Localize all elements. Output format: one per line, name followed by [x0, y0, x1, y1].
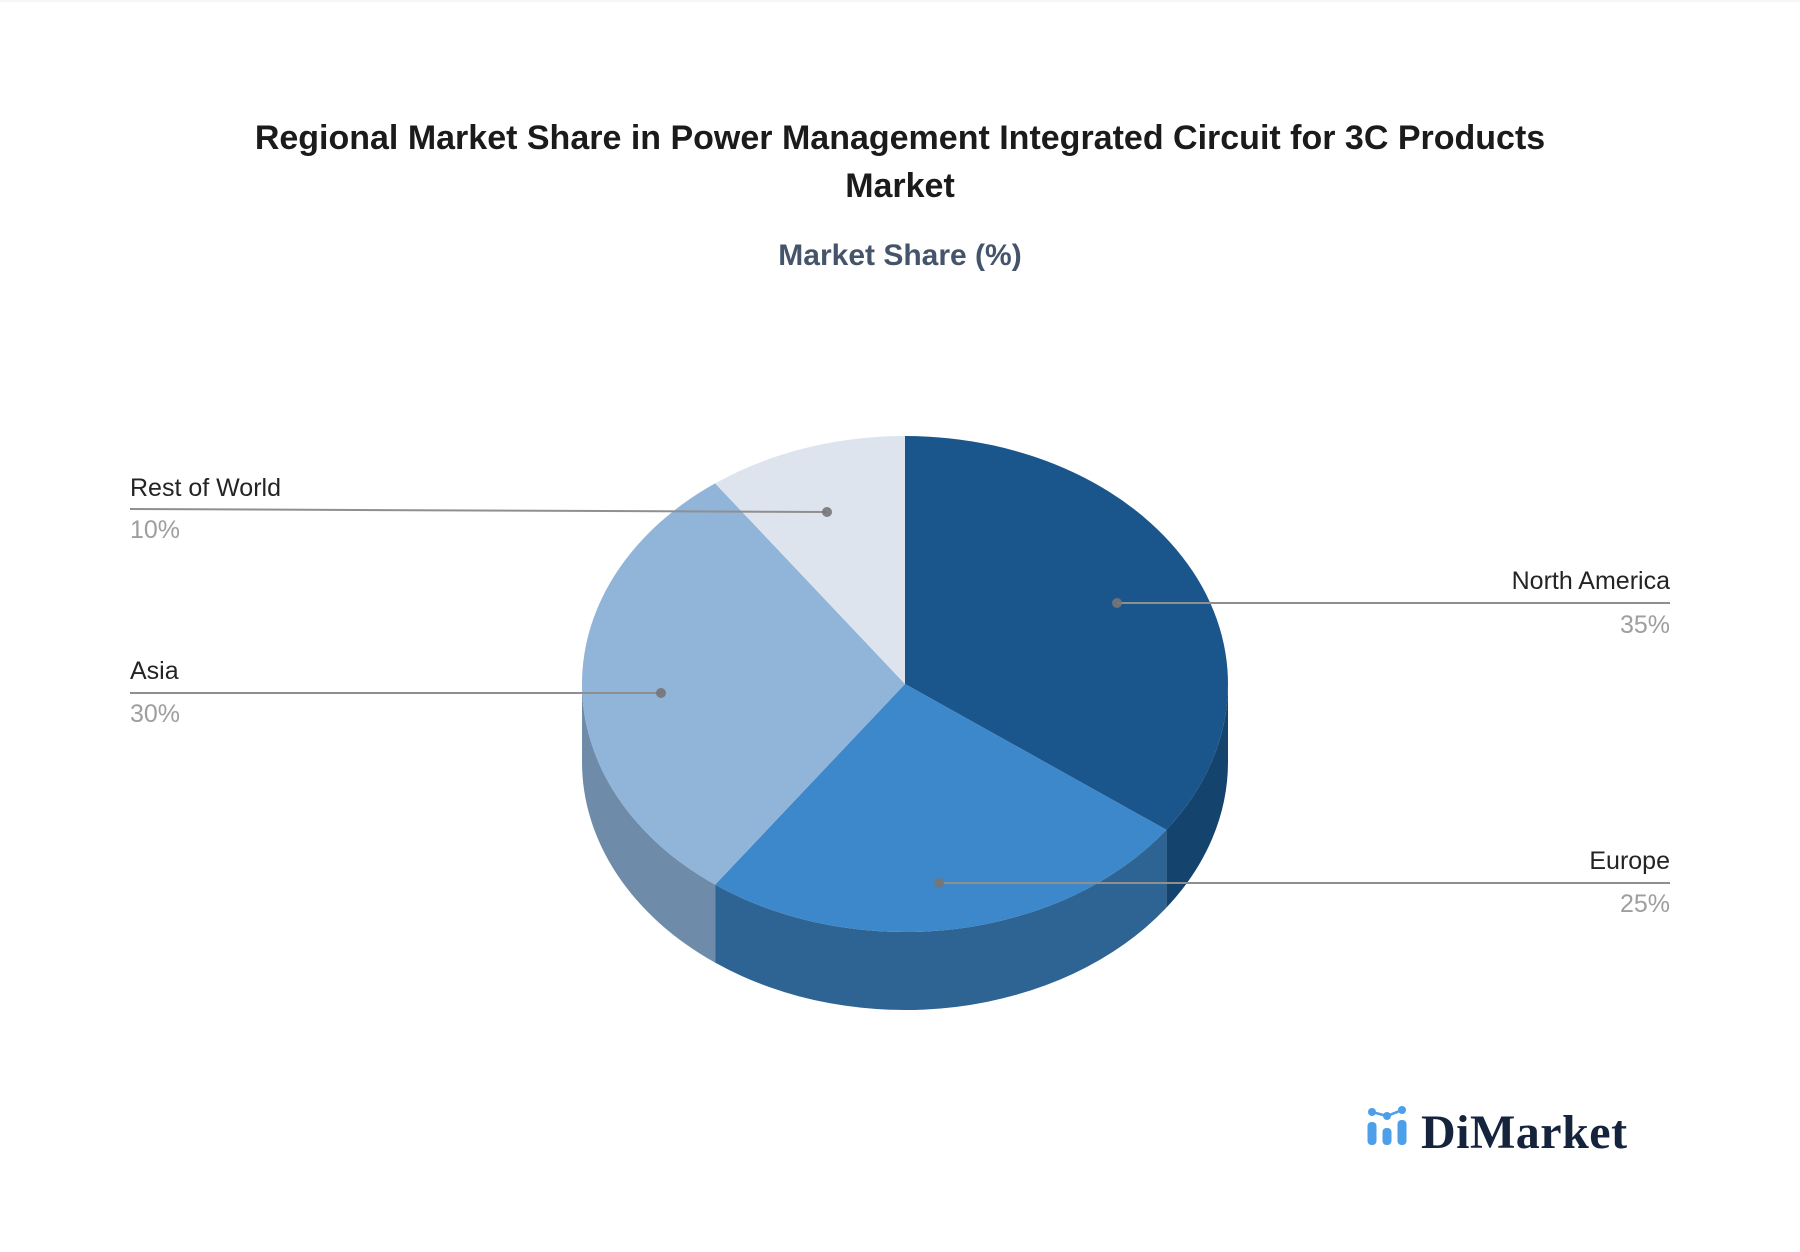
chart-subtitle: Market Share (%): [778, 239, 1022, 272]
bar-line-chart-icon: [1367, 1106, 1407, 1145]
dimarket-logo-text: DiMarket: [1421, 1106, 1628, 1159]
slice-label-rest-of-world: Rest of World: [130, 474, 281, 502]
pie-slice-asia-side: [582, 684, 716, 963]
leader-dot-rest-of-world: [822, 507, 832, 517]
leader-dot-europe: [934, 878, 944, 888]
pie-slice-north-america[interactable]: [905, 436, 1228, 830]
pie-slice-rest-of-world[interactable]: [715, 436, 905, 684]
chart-title-line-1: Regional Market Share in Power Managemen…: [254, 119, 1546, 157]
slice-label-north-america: North America: [1511, 567, 1670, 595]
slice-label-asia: Asia: [130, 657, 179, 685]
leader-dot-asia: [656, 688, 666, 698]
pie-slice-north-america-side: [1166, 684, 1228, 908]
chart-title: Regional Market Share in Power Managemen…: [0, 114, 1800, 210]
slice-value-north-america: 35%: [1619, 611, 1670, 639]
pie-slice-europe[interactable]: [715, 684, 1167, 933]
leader-line-rest-of-world: [129, 508, 827, 513]
slice-value-rest-of-world: 10%: [130, 516, 181, 544]
leader-dot-north-america: [1112, 598, 1122, 608]
chart-title-line-2: Market: [845, 167, 955, 205]
pie-slice-asia[interactable]: [581, 483, 905, 885]
slice-value-europe: 25%: [1619, 890, 1670, 918]
pie-slice-europe-side: [715, 829, 1167, 1011]
slice-label-europe: Europe: [1589, 847, 1670, 875]
dimarket-logo[interactable]: DiMarket: [1363, 1098, 1628, 1157]
slice-value-asia: 30%: [130, 700, 181, 728]
